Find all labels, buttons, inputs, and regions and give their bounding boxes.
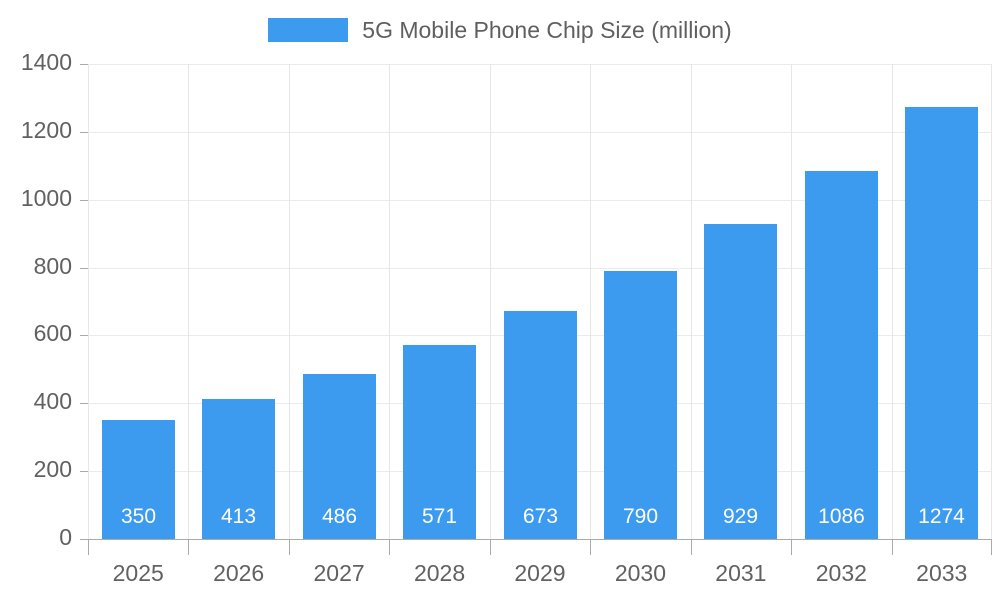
y-tick-label: 1400 (20, 49, 72, 75)
y-tick-mark (80, 131, 88, 133)
x-tick-mark (892, 539, 893, 555)
x-tick-label: 2032 (815, 560, 867, 586)
y-tick-label: 600 (33, 320, 72, 347)
x-tick-mark (991, 539, 992, 555)
x-tick-mark (289, 539, 290, 555)
gridline (88, 64, 992, 65)
x-tick-label: 2029 (514, 560, 566, 586)
y-tick-label: 800 (33, 252, 72, 279)
category-separator (791, 64, 792, 539)
x-tick-label: 2026 (213, 560, 265, 586)
category-separator (389, 64, 390, 539)
x-tick-label: 2028 (413, 560, 466, 586)
bar[interactable]: 790 (604, 270, 677, 539)
x-tick-label: 2025 (112, 560, 164, 586)
category-separator (892, 64, 893, 539)
x-tick-mark (389, 539, 390, 555)
category-separator (691, 64, 692, 539)
bar[interactable]: 1274 (905, 106, 978, 539)
category-separator (490, 64, 491, 539)
x-tick-label: 2033 (916, 560, 968, 586)
gridline (88, 199, 992, 201)
x-tick-label: 2030 (614, 560, 667, 586)
bar-value-label: 1274 (918, 505, 965, 528)
x-tick-label: 2031 (715, 560, 767, 586)
y-tick-label: 200 (33, 456, 72, 483)
bar-value-label: 571 (421, 505, 458, 528)
y-tick-mark (80, 403, 88, 405)
y-tick-label: 1200 (20, 116, 72, 143)
y-tick-mark (80, 64, 88, 65)
y-tick-mark (80, 471, 88, 473)
bar[interactable]: 929 (704, 223, 777, 539)
x-tick-mark (791, 539, 792, 555)
bar-value-label: 350 (120, 505, 157, 528)
category-separator (590, 64, 591, 539)
y-tick-mark (80, 267, 88, 269)
y-tick-mark (80, 199, 88, 201)
x-axis-baseline (88, 539, 992, 540)
y-tick-label: 1000 (20, 184, 72, 211)
x-tick-mark (490, 539, 491, 555)
y-tick-mark (80, 335, 88, 337)
bar-value-label: 790 (622, 505, 659, 528)
legend-label: 5G Mobile Phone Chip Size (million) (362, 17, 732, 43)
y-tick-label: 0 (59, 524, 72, 550)
category-separator (289, 64, 290, 539)
x-tick-mark (691, 539, 692, 555)
bar-value-label: 413 (220, 505, 257, 528)
bar[interactable]: 350 (102, 420, 175, 539)
bar-value-label: 486 (321, 505, 358, 528)
legend-color-swatch (268, 18, 349, 42)
x-tick-mark (590, 539, 591, 555)
x-tick-mark (88, 539, 89, 555)
gridline (88, 267, 992, 269)
bar[interactable]: 486 (303, 374, 376, 539)
category-separator (88, 64, 89, 539)
bar-value-label: 1086 (818, 505, 865, 528)
x-tick-mark (188, 539, 189, 555)
chart-legend: 5G Mobile Phone Chip Size (million) (0, 12, 1000, 48)
bar-value-label: 929 (722, 505, 759, 528)
category-separator (188, 64, 189, 539)
x-tick-label: 2027 (313, 560, 365, 586)
bar[interactable]: 413 (202, 398, 275, 539)
bar[interactable]: 1086 (805, 170, 878, 539)
y-tick-label: 400 (33, 388, 72, 415)
bar-value-label: 673 (522, 505, 559, 528)
category-separator (991, 64, 992, 539)
bar[interactable]: 571 (403, 345, 476, 539)
plot-area: 350 413 486 571 673 790 929 1086 1274 (88, 64, 992, 540)
y-tick-mark (80, 539, 88, 540)
legend-item-0[interactable]: 5G Mobile Phone Chip Size (million) (268, 17, 732, 43)
gridline (88, 131, 992, 133)
bar[interactable]: 673 (504, 310, 577, 539)
